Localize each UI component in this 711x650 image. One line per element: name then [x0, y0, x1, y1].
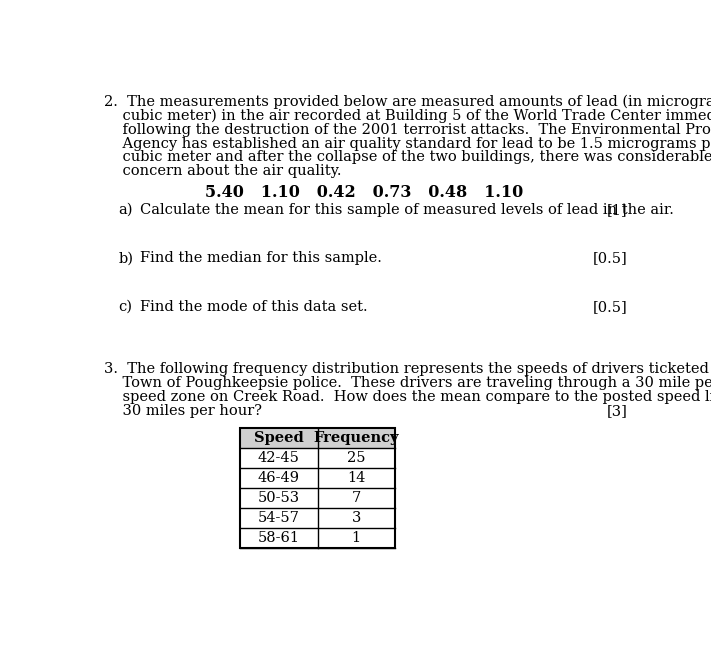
Text: 1: 1: [352, 532, 360, 545]
Text: Speed: Speed: [254, 432, 304, 445]
Text: Find the mode of this data set.: Find the mode of this data set.: [140, 300, 368, 314]
Text: 54-57: 54-57: [258, 512, 300, 525]
Text: 14: 14: [347, 471, 365, 486]
Text: [3]: [3]: [606, 404, 628, 418]
Text: c): c): [118, 300, 132, 314]
Text: 25: 25: [347, 451, 365, 465]
Text: speed zone on Creek Road.  How does the mean compare to the posted speed limit o: speed zone on Creek Road. How does the m…: [105, 390, 711, 404]
Text: 2.  The measurements provided below are measured amounts of lead (in micrograms : 2. The measurements provided below are m…: [105, 95, 711, 109]
Text: 3: 3: [351, 512, 361, 525]
Text: Find the median for this sample.: Find the median for this sample.: [140, 252, 382, 265]
Text: 5.40   1.10   0.42   0.73   0.48   1.10: 5.40 1.10 0.42 0.73 0.48 1.10: [205, 184, 523, 202]
Text: [1]: [1]: [607, 203, 628, 216]
Text: 42-45: 42-45: [258, 451, 300, 465]
Text: [0.5]: [0.5]: [593, 252, 628, 265]
Text: 58-61: 58-61: [258, 532, 300, 545]
Bar: [240, 428, 395, 448]
Text: b): b): [118, 252, 134, 265]
Text: 30 miles per hour?: 30 miles per hour?: [105, 404, 262, 418]
Bar: [240, 428, 395, 549]
Text: cubic meter and after the collapse of the two buildings, there was considerable: cubic meter and after the collapse of th…: [105, 150, 711, 164]
Text: Agency has established an air quality standard for lead to be 1.5 micrograms per: Agency has established an air quality st…: [105, 136, 711, 151]
Text: Frequency: Frequency: [314, 432, 399, 445]
Text: 7: 7: [352, 491, 361, 506]
Text: Calculate the mean for this sample of measured levels of lead in the air.: Calculate the mean for this sample of me…: [140, 203, 674, 216]
Text: [0.5]: [0.5]: [593, 300, 628, 314]
Text: cubic meter) in the air recorded at Building 5 of the World Trade Center immedia: cubic meter) in the air recorded at Buil…: [105, 109, 711, 124]
Text: a): a): [118, 203, 133, 216]
Text: 50-53: 50-53: [257, 491, 300, 506]
Text: following the destruction of the 2001 terrorist attacks.  The Environmental Prot: following the destruction of the 2001 te…: [105, 123, 711, 136]
Text: 46-49: 46-49: [258, 471, 300, 486]
Text: 3.  The following frequency distribution represents the speeds of drivers ticket: 3. The following frequency distribution …: [105, 362, 711, 376]
Text: concern about the air quality.: concern about the air quality.: [105, 164, 342, 178]
Text: Town of Poughkeepsie police.  These drivers are traveling through a 30 mile per : Town of Poughkeepsie police. These drive…: [105, 376, 711, 390]
